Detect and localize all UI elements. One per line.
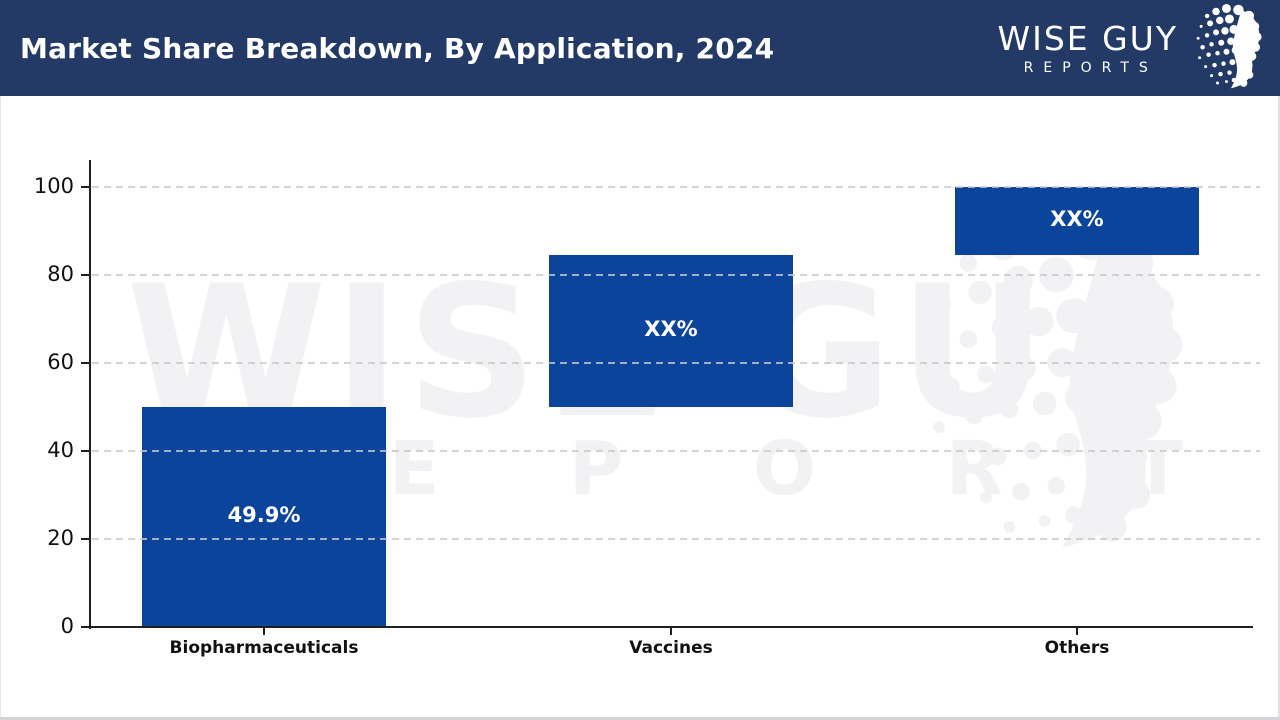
wiseguy-logo: WISE GUY REPORTS	[997, 4, 1264, 92]
y-axis-tick	[81, 450, 89, 452]
y-axis-tick	[81, 538, 89, 540]
header-banner: Market Share Breakdown, By Application, …	[0, 0, 1280, 96]
y-axis-tick	[81, 626, 89, 628]
y-axis-tick	[81, 186, 89, 188]
image-border-left	[0, 96, 1, 720]
x-category-label: Others	[1044, 638, 1110, 658]
bar-biopharmaceuticals: 49.9%	[142, 407, 386, 627]
bar-others: XX%	[955, 187, 1199, 256]
gridline-80	[92, 274, 1260, 276]
x-axis-tick	[263, 628, 265, 635]
gridline-20	[92, 538, 1260, 540]
logo-brand-subtitle: REPORTS	[1023, 59, 1158, 76]
y-axis-tick	[81, 362, 89, 364]
image-border-bottom	[0, 717, 1280, 720]
gridline-100	[92, 186, 1260, 188]
x-axis-tick	[1076, 628, 1078, 635]
y-tick-label: 80	[47, 262, 74, 286]
wiseguy-logo-text: WISE GUY REPORTS	[997, 22, 1178, 75]
gridline-40	[92, 450, 1260, 452]
bar-value-label: XX%	[644, 317, 698, 342]
y-tick-label: 0	[60, 614, 74, 638]
x-axis-tick	[670, 628, 672, 635]
y-tick-label: 40	[47, 438, 74, 462]
logo-brand-name: WISE GUY	[997, 18, 1178, 58]
y-tick-label: 60	[47, 350, 74, 374]
x-category-label: Vaccines	[629, 638, 713, 658]
bar-value-label: 49.9%	[227, 503, 301, 528]
page-title: Market Share Breakdown, By Application, …	[20, 31, 775, 65]
bar-value-label: XX%	[1050, 207, 1104, 232]
image-border-right	[1278, 96, 1280, 720]
y-tick-label: 100	[33, 174, 74, 198]
y-tick-label: 20	[47, 526, 74, 550]
bar-vaccines: XX%	[549, 255, 793, 408]
x-category-label: Biopharmaceuticals	[169, 638, 359, 658]
y-axis-line	[89, 160, 91, 629]
x-axis-line	[89, 626, 1253, 628]
gridline-60	[92, 362, 1260, 364]
logo-face-icon	[1196, 4, 1262, 89]
y-axis-tick	[81, 274, 89, 276]
